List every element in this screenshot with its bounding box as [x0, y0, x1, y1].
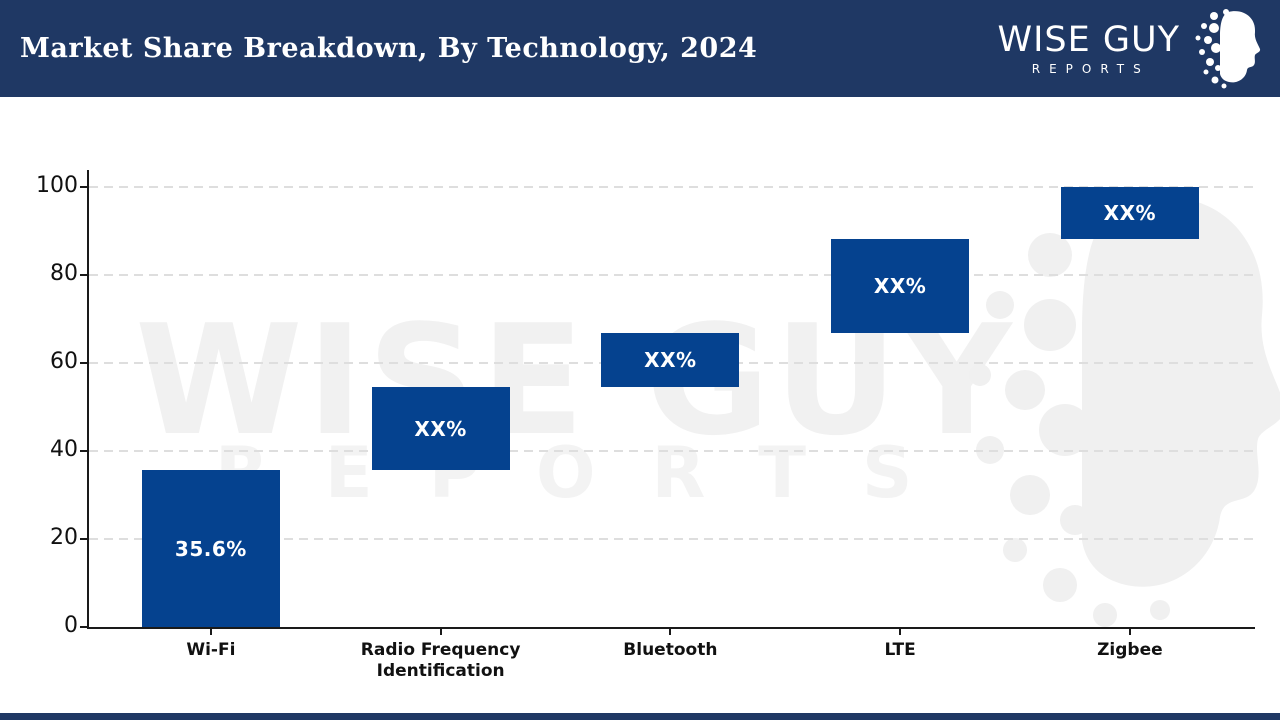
- logo-subtitle: REPORTS: [1031, 61, 1150, 76]
- wiseguy-head-icon: [1195, 8, 1261, 88]
- x-tick-mark: [669, 629, 672, 635]
- gridline: [89, 274, 1255, 276]
- x-tick-mark: [899, 629, 902, 635]
- y-tick-mark: [80, 538, 87, 540]
- y-tick-label: 20: [50, 525, 78, 550]
- x-tick-mark: [439, 629, 442, 635]
- waterfall-bar: 35.6%: [141, 470, 280, 627]
- bar-value-label: XX%: [873, 273, 927, 298]
- waterfall-bar: XX%: [601, 333, 740, 388]
- x-category-label: Wi-Fi: [186, 640, 236, 660]
- x-category-label: Zigbee: [1097, 640, 1163, 660]
- waterfall-bar: XX%: [1060, 187, 1199, 239]
- y-tick-mark: [80, 362, 87, 364]
- y-axis-spine: [87, 170, 89, 629]
- wiseguy-logo: WISE GUY REPORTS: [997, 6, 1262, 92]
- y-tick-mark: [80, 450, 87, 452]
- x-category-label: Bluetooth: [623, 640, 718, 660]
- y-tick-label: 0: [64, 613, 78, 638]
- gridline: [89, 450, 1255, 452]
- bar-value-label: 35.6%: [174, 536, 247, 561]
- gridline: [89, 538, 1255, 540]
- y-tick-label: 80: [50, 261, 78, 286]
- y-tick-mark: [80, 274, 87, 276]
- bar-value-label: XX%: [644, 348, 697, 373]
- page-title: Market Share Breakdown, By Technology, 2…: [20, 33, 758, 64]
- bar-value-label: XX%: [414, 416, 467, 441]
- x-category-label: Radio Frequency Identification: [360, 640, 521, 682]
- logo-wordmark: WISE GUY REPORTS: [997, 19, 1180, 76]
- waterfall-bar: XX%: [371, 387, 510, 471]
- waterfall-bar: XX%: [831, 238, 970, 334]
- gridline: [89, 186, 1255, 188]
- y-tick-mark: [80, 626, 87, 628]
- x-category-label: LTE: [884, 640, 916, 660]
- bar-value-label: XX%: [1103, 200, 1157, 225]
- footer-bar: [0, 713, 1280, 720]
- y-tick-label: 40: [50, 437, 78, 462]
- x-tick-mark: [1128, 629, 1131, 635]
- y-tick-label: 60: [50, 349, 78, 374]
- logo-title: WISE GUY: [997, 19, 1180, 60]
- y-tick-mark: [80, 186, 87, 188]
- x-tick-mark: [209, 629, 212, 635]
- header: Market Share Breakdown, By Technology, 2…: [0, 0, 1280, 97]
- x-axis-spine: [87, 627, 1255, 629]
- y-tick-label: 100: [36, 173, 78, 198]
